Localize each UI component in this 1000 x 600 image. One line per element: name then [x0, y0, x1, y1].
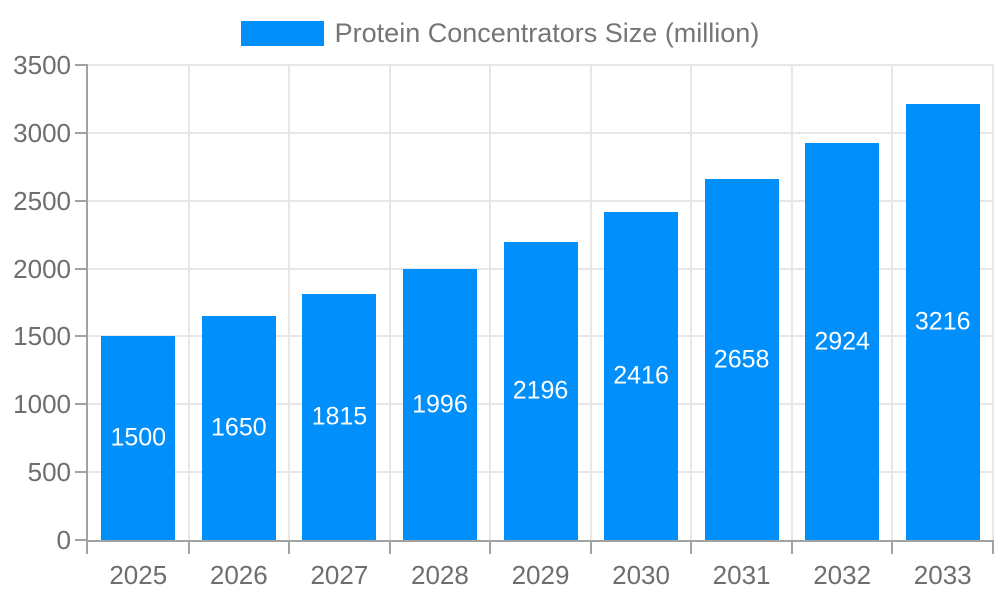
y-axis-label: 1000	[13, 389, 71, 420]
x-axis-label: 2029	[511, 560, 570, 590]
bar-value-label: 3216	[914, 307, 971, 336]
y-axis-tick	[75, 539, 88, 541]
x-axis-label: 2031	[712, 560, 771, 590]
x-axis-tick	[790, 540, 793, 554]
bar: 1650	[201, 316, 276, 540]
vertical-gridline	[388, 65, 391, 540]
y-axis-tick	[75, 199, 88, 202]
x-axis-label: 2025	[109, 560, 168, 590]
bar-value-label: 2416	[613, 361, 669, 390]
x-axis-label: 2026	[209, 560, 268, 590]
chart-legend: Protein Concentrators Size (million)	[0, 18, 1000, 49]
bar: 3216	[905, 103, 980, 540]
x-axis-label: 2028	[411, 560, 469, 590]
legend-label: Protein Concentrators Size (million)	[334, 18, 760, 48]
y-axis-tick	[75, 64, 88, 66]
y-axis-label: 500	[27, 457, 71, 488]
bar-value-label: 1650	[211, 413, 267, 442]
vertical-gridline	[288, 65, 291, 540]
y-axis-tick	[75, 403, 88, 406]
legend-item[interactable]: Protein Concentrators Size (million)	[240, 18, 760, 49]
bar: 2924	[805, 143, 880, 540]
vertical-gridline	[187, 65, 190, 540]
x-axis-tick	[187, 540, 190, 554]
bar-value-label: 1996	[412, 390, 468, 419]
y-axis-tick	[75, 471, 88, 474]
x-axis-tick	[388, 540, 391, 554]
x-axis-tick	[288, 540, 291, 554]
vertical-gridline	[489, 65, 492, 540]
bar-value-label: 1815	[311, 402, 368, 431]
x-axis-tick	[891, 540, 894, 554]
y-axis-label: 2000	[13, 253, 71, 284]
x-axis-label: 2030	[612, 560, 670, 590]
y-axis-label: 0	[56, 525, 71, 555]
bar-value-label: 2196	[512, 376, 569, 405]
horizontal-gridline	[88, 131, 993, 134]
bar: 2416	[604, 212, 679, 540]
bar: 1500	[101, 336, 176, 540]
vertical-gridline	[992, 65, 994, 554]
y-axis-label: 1500	[13, 321, 71, 352]
x-axis-tick	[992, 540, 994, 554]
x-axis-tick	[489, 540, 492, 554]
horizontal-gridline	[88, 64, 993, 66]
x-axis-line	[88, 540, 993, 542]
bar: 2196	[503, 241, 578, 540]
x-axis-label: 2033	[913, 560, 972, 590]
bar: 1996	[402, 269, 477, 540]
y-axis-label: 3500	[13, 50, 71, 80]
bar-value-label: 2924	[814, 327, 870, 356]
bar-value-label: 1500	[110, 423, 167, 452]
horizontal-gridline	[88, 199, 993, 202]
vertical-gridline	[589, 65, 592, 540]
legend-swatch-icon	[240, 21, 324, 46]
vertical-gridline	[690, 65, 693, 540]
bar-value-label: 2658	[713, 345, 770, 374]
x-axis-label: 2032	[813, 560, 872, 590]
y-axis-line	[86, 65, 88, 554]
vertical-gridline	[891, 65, 894, 540]
x-axis-tick	[589, 540, 592, 554]
x-axis-label: 2027	[310, 560, 369, 590]
bar: 2658	[704, 179, 779, 540]
y-axis-label: 3000	[13, 117, 71, 148]
y-axis-tick	[75, 267, 88, 270]
bar: 1815	[302, 293, 377, 540]
x-axis-tick	[690, 540, 693, 554]
y-axis-label: 2500	[13, 185, 71, 216]
y-axis-tick	[75, 131, 88, 134]
y-axis-tick	[75, 335, 88, 338]
vertical-gridline	[790, 65, 793, 540]
